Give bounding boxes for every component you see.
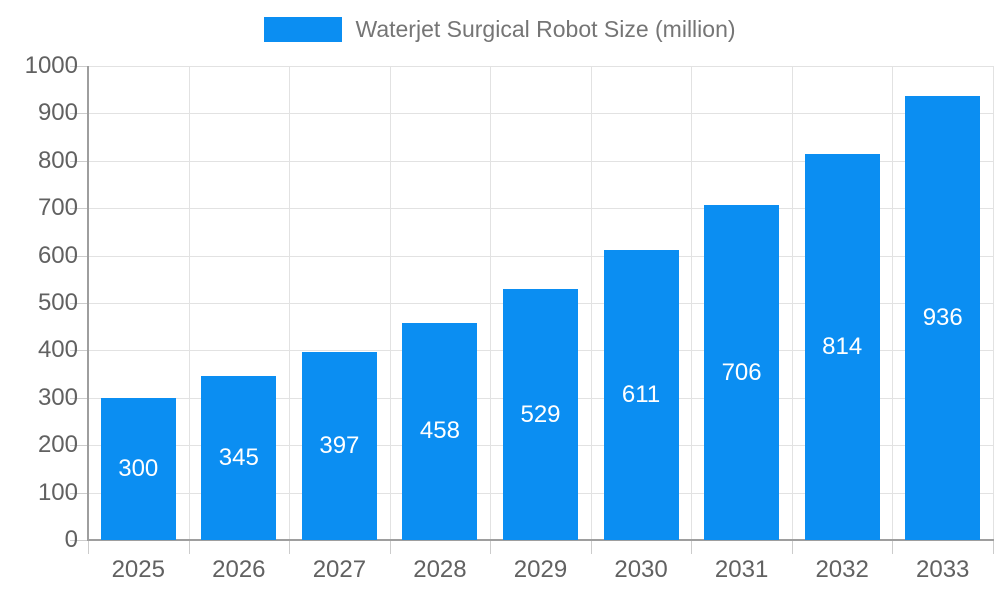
bar-value-label: 936	[922, 304, 963, 332]
bar-value-label: 345	[218, 444, 259, 472]
y-axis-line	[87, 66, 89, 540]
bar	[301, 351, 377, 540]
x-axis-label: 2025	[111, 556, 165, 583]
legend-item[interactable]: Waterjet Surgical Robot Size (million)	[0, 16, 1000, 43]
h-gridline	[88, 113, 993, 115]
x-tick	[289, 540, 291, 554]
x-axis-line	[87, 539, 994, 541]
x-tick	[791, 540, 793, 554]
y-tick	[70, 397, 88, 399]
x-tick	[892, 540, 894, 554]
v-gridline	[691, 66, 693, 540]
y-axis-label: 100	[37, 478, 78, 506]
bar	[402, 322, 478, 540]
v-gridline	[490, 66, 492, 540]
y-tick	[70, 66, 88, 67]
bar-value-label: 611	[621, 381, 661, 409]
bar	[804, 154, 880, 540]
h-gridline	[88, 255, 993, 257]
x-tick	[188, 540, 190, 554]
y-axis-label: 400	[37, 336, 78, 364]
bar	[905, 96, 981, 540]
x-axis-label: 2027	[312, 556, 367, 583]
bar	[704, 205, 780, 540]
y-tick	[70, 208, 88, 210]
legend-swatch-icon	[264, 17, 343, 42]
bar-value-label: 814	[822, 333, 863, 361]
y-axis-label: 1000	[24, 52, 78, 79]
x-axis-label: 2028	[413, 556, 467, 583]
h-gridline	[88, 208, 993, 210]
v-gridline	[590, 66, 592, 540]
v-gridline	[791, 66, 793, 540]
bar-value-label: 397	[319, 431, 360, 459]
y-axis-label: 0	[64, 526, 78, 553]
x-axis-label: 2029	[513, 556, 568, 583]
x-axis-label: 2033	[916, 556, 970, 583]
x-axis-label: 2032	[815, 556, 869, 583]
y-tick	[70, 350, 88, 352]
bar	[100, 397, 176, 540]
bar-value-label: 458	[419, 417, 460, 445]
y-tick	[70, 492, 88, 494]
bar-value-label: 529	[520, 400, 561, 428]
v-gridline	[993, 66, 994, 540]
legend-label: Waterjet Surgical Robot Size (million)	[355, 16, 736, 42]
y-tick	[70, 540, 88, 541]
v-gridline	[289, 66, 291, 540]
x-tick	[490, 540, 492, 554]
y-axis-label: 500	[37, 289, 78, 316]
y-axis-label: 200	[37, 431, 78, 459]
y-axis-label: 800	[37, 146, 78, 174]
y-tick	[70, 445, 88, 447]
y-axis-label: 700	[37, 194, 78, 222]
v-gridline	[188, 66, 190, 540]
y-axis-label: 600	[37, 241, 78, 269]
x-axis-label: 2026	[212, 556, 266, 583]
y-tick	[70, 160, 88, 162]
x-axis-label: 2030	[614, 556, 668, 583]
h-gridline	[88, 160, 993, 162]
x-tick	[88, 540, 89, 554]
y-tick	[70, 303, 88, 304]
bar	[603, 250, 679, 540]
y-axis-label: 300	[37, 383, 78, 411]
bar-value-label: 706	[721, 358, 762, 386]
x-tick	[691, 540, 693, 554]
bar	[503, 289, 578, 540]
bar	[201, 376, 277, 540]
h-gridline	[88, 66, 993, 67]
y-tick	[70, 255, 88, 257]
v-gridline	[892, 66, 894, 540]
y-axis-label: 900	[37, 99, 78, 127]
x-tick	[590, 540, 592, 554]
x-axis-label: 2031	[714, 556, 769, 583]
y-tick	[70, 113, 88, 115]
bar-value-label: 300	[118, 454, 159, 482]
v-gridline	[389, 66, 391, 540]
x-tick	[389, 540, 391, 554]
x-tick	[993, 540, 994, 554]
